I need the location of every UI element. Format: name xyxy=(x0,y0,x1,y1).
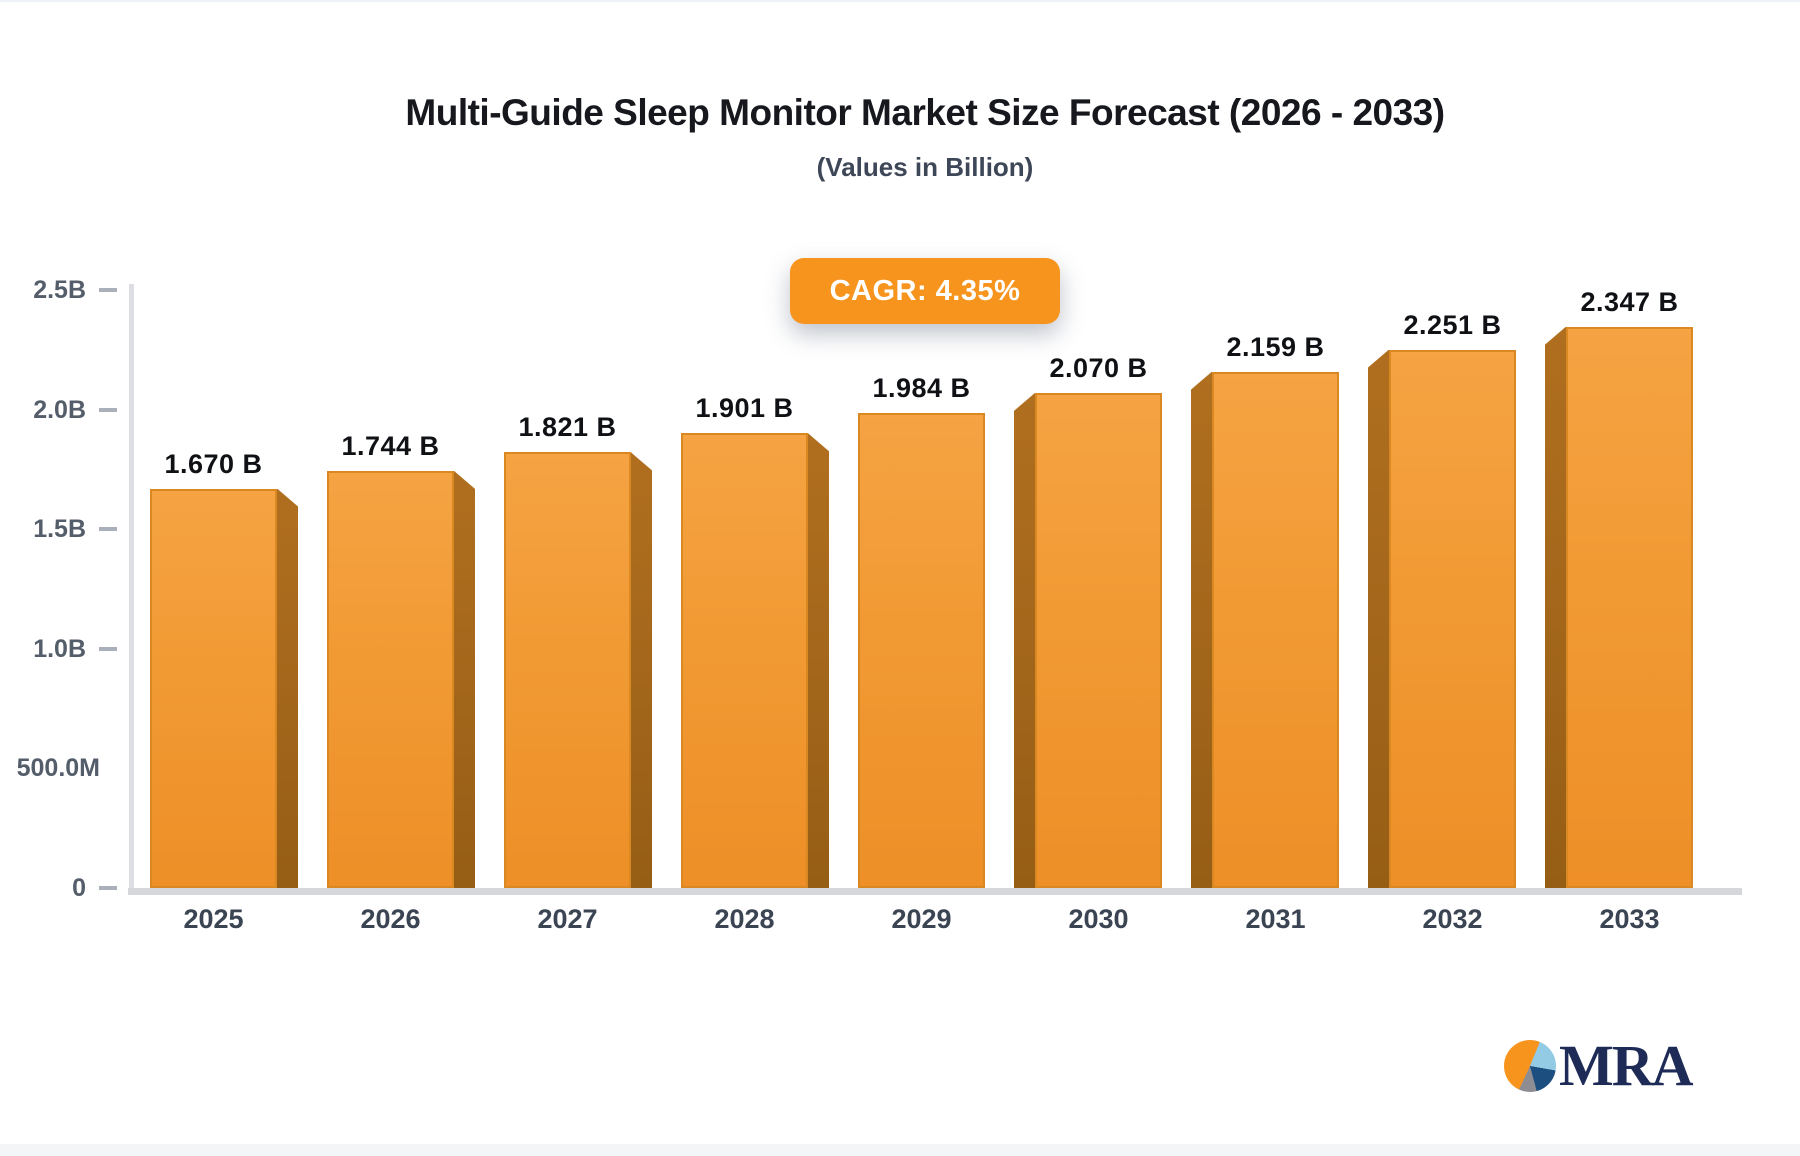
chart-subtitle: (Values in Billion) xyxy=(816,152,1034,182)
top-border xyxy=(0,0,1800,2)
bottom-strip xyxy=(0,1144,1800,1156)
y-axis-label: 1.5B xyxy=(33,515,86,544)
bar-3d-side xyxy=(1191,371,1212,888)
bar-3d-side xyxy=(1545,326,1566,888)
bar-value-label: 2.159 B xyxy=(1226,331,1325,362)
y-axis-tick xyxy=(99,288,117,292)
x-axis-label: 2032 xyxy=(1422,904,1483,934)
y-axis-tick xyxy=(99,646,117,651)
bar xyxy=(504,452,631,888)
x-axis-label: 2030 xyxy=(1068,904,1129,934)
bar-value-label: 1.984 B xyxy=(872,373,971,404)
bar xyxy=(1389,349,1516,888)
y-axis-tick xyxy=(99,407,117,412)
bar xyxy=(858,413,985,888)
y-axis-label: 2.0B xyxy=(33,395,86,424)
logo: MRA xyxy=(1504,1033,1694,1098)
x-axis-label: 2027 xyxy=(537,904,598,934)
y-axis-tick xyxy=(99,886,117,890)
y-axis-tick xyxy=(99,527,117,532)
bar-value-label: 2.070 B xyxy=(1049,352,1148,383)
bar xyxy=(1035,392,1162,888)
chart-title: Multi-Guide Sleep Monitor Market Size Fo… xyxy=(405,92,1445,133)
cagr-badge-label: CAGR: 4.35% xyxy=(829,274,1021,307)
bar-3d-side xyxy=(808,433,829,888)
bar-3d-side xyxy=(1014,392,1035,888)
bar-value-label: 1.901 B xyxy=(695,393,794,424)
y-axis-label: 0 xyxy=(72,874,86,902)
bar-3d-side xyxy=(454,470,475,888)
y-axis-label: 2.5B xyxy=(33,276,86,304)
bar-3d-side xyxy=(277,488,298,888)
pie-chart-logo-icon xyxy=(1504,1040,1556,1092)
logo-text: MRA xyxy=(1559,1033,1694,1098)
x-axis-line xyxy=(128,888,1742,895)
bar-value-label: 1.744 B xyxy=(341,430,440,461)
bar xyxy=(681,433,808,888)
x-axis-label: 2031 xyxy=(1245,904,1306,934)
x-axis-label: 2026 xyxy=(360,904,421,934)
bar-3d-side xyxy=(631,452,652,888)
x-axis-label: 2033 xyxy=(1599,904,1660,934)
y-axis-label: 1.0B xyxy=(33,634,86,663)
y-axis-line xyxy=(129,284,134,895)
bar xyxy=(150,488,277,888)
bar xyxy=(327,470,454,888)
bar xyxy=(1566,326,1693,888)
cagr-badge: CAGR: 4.35% xyxy=(790,258,1060,324)
bar-3d-side xyxy=(1368,349,1389,888)
x-axis-label: 2029 xyxy=(891,904,952,934)
x-axis-label: 2028 xyxy=(714,904,775,934)
y-axis-label: 500.0M xyxy=(16,754,100,783)
bar-value-label: 1.821 B xyxy=(518,412,617,443)
bar xyxy=(1212,371,1339,888)
bar-value-label: 1.670 B xyxy=(164,448,263,479)
bar-value-label: 2.251 B xyxy=(1403,309,1502,340)
x-axis-label: 2025 xyxy=(183,904,244,934)
bar-value-label: 2.347 B xyxy=(1580,286,1679,317)
